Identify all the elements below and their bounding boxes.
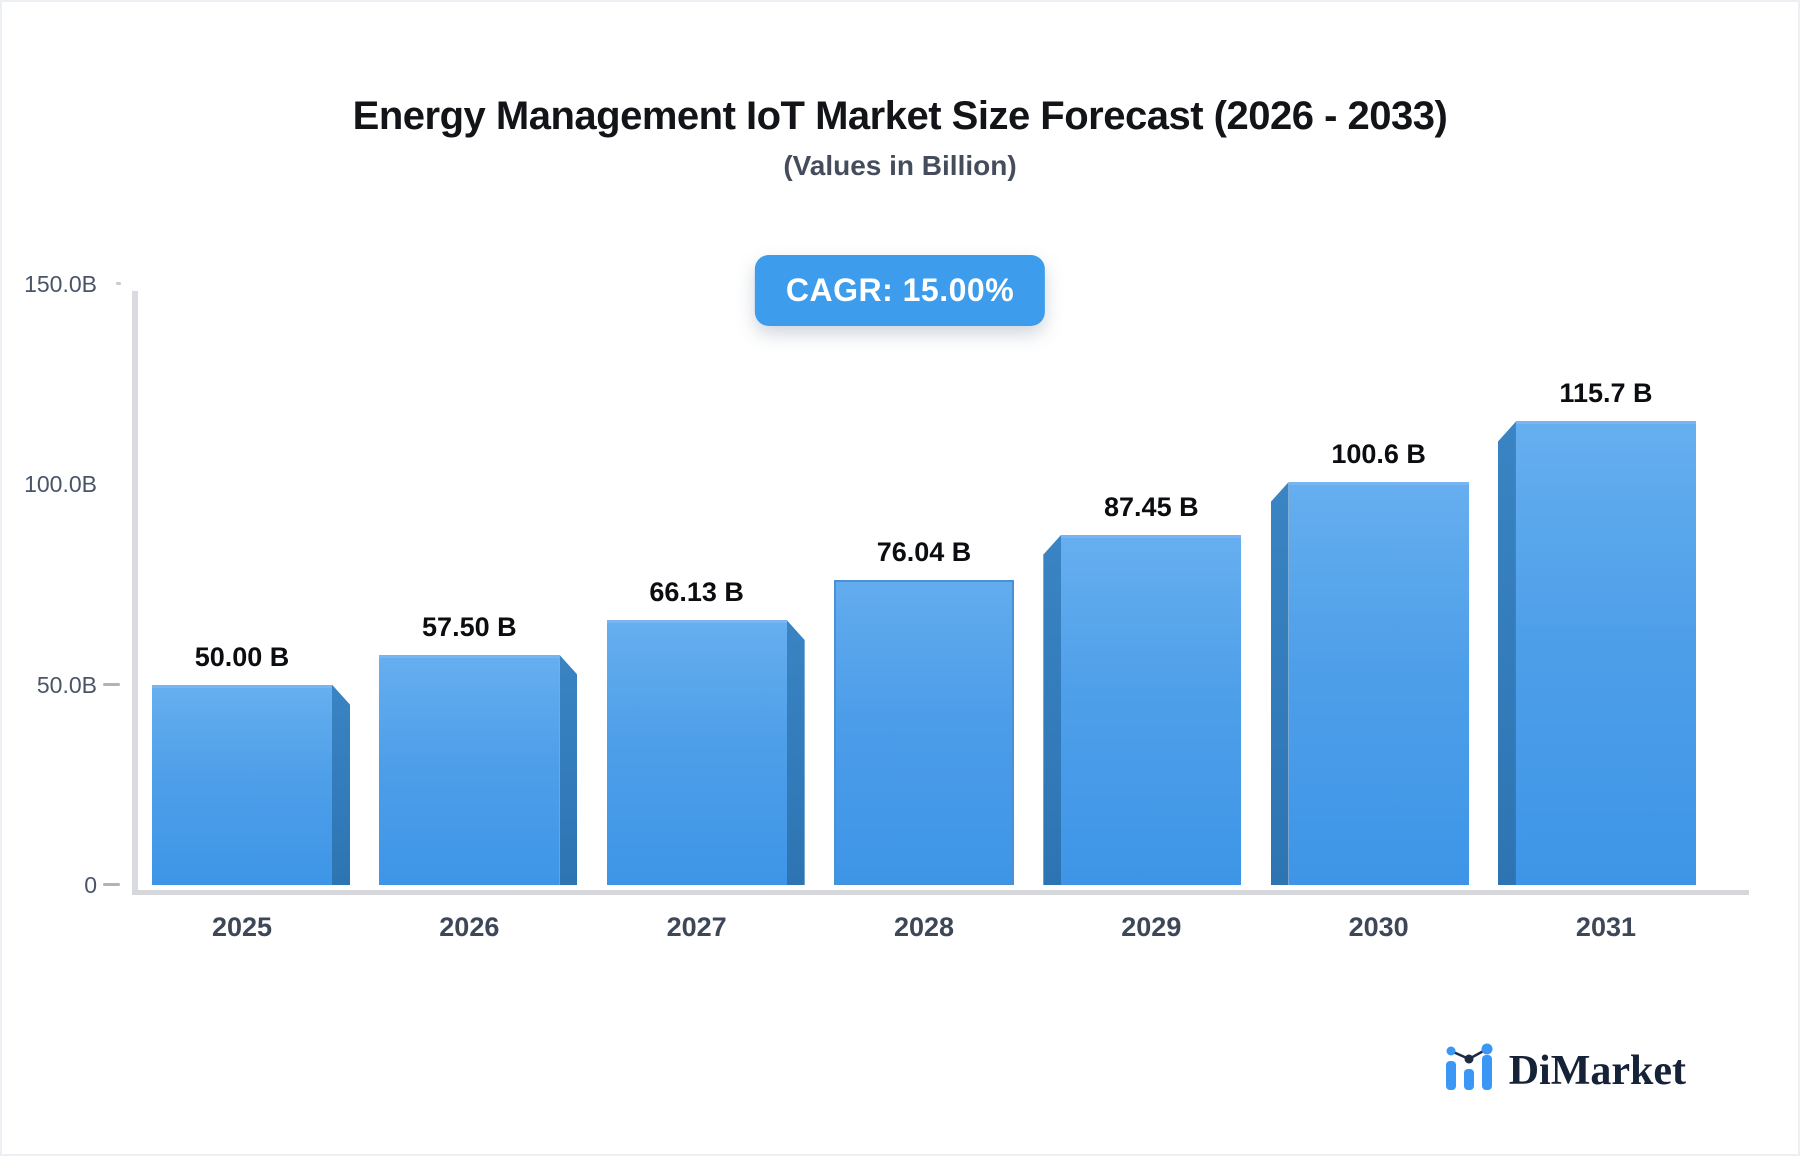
logo-bar-right — [1481, 1055, 1492, 1090]
logo-bar-left — [1445, 1061, 1456, 1090]
bar-group-2031 — [1497, 421, 1696, 885]
x-axis-label: 2026 — [439, 912, 500, 942]
bar-group-2026 — [379, 654, 578, 885]
bar-face — [1515, 421, 1696, 885]
bar-group-2027 — [606, 620, 805, 885]
y-tick-label: 50.0B — [36, 671, 97, 698]
bar-side-3d — [1043, 534, 1062, 885]
bar-side-3d — [1497, 421, 1516, 885]
bar-side-3d — [1270, 481, 1289, 885]
bar-side-3d — [786, 620, 805, 885]
bar-face — [833, 580, 1014, 885]
logo-bar-middle — [1463, 1069, 1474, 1090]
x-axis-label: 2030 — [1348, 912, 1409, 942]
y-tick-mark — [103, 883, 120, 886]
x-axis-label: 2027 — [666, 912, 727, 942]
bar-value-label: 87.45 B — [1104, 491, 1199, 522]
bar-value-label: 57.50 B — [422, 611, 517, 642]
bar-group-2025 — [152, 684, 350, 885]
bar-value-label: 100.6 B — [1331, 438, 1426, 469]
chart-subtitle: (Values in Billion) — [783, 150, 1017, 181]
bar-face — [1288, 481, 1469, 885]
bar-face — [606, 620, 787, 885]
x-axis-line — [132, 890, 1749, 895]
bar-group-2030 — [1270, 481, 1469, 885]
y-axis-line — [132, 291, 138, 895]
bar-face — [379, 654, 560, 885]
x-axis-label: 2029 — [1121, 912, 1182, 942]
bar-face — [152, 684, 332, 885]
bar-group-2029 — [1043, 534, 1242, 885]
logo-text: DiMarket — [1508, 1048, 1686, 1094]
cagr-badge: CAGR: 15.00% — [754, 255, 1046, 326]
bar-value-label: 50.00 B — [194, 641, 290, 672]
logo-bar-chart-icon — [1445, 1043, 1493, 1090]
bar-side-3d — [332, 684, 350, 885]
bar-value-label: 115.7 B — [1559, 378, 1653, 409]
x-axis-label: 2025 — [211, 912, 273, 942]
dimarket-logo: DiMarket — [1443, 1042, 1686, 1092]
y-tick-mark — [116, 282, 121, 285]
logo-dot-middle — [1464, 1054, 1474, 1064]
bar-value-label: 66.13 B — [649, 577, 744, 608]
logo-dot-left — [1446, 1046, 1456, 1056]
bar-face — [1061, 534, 1242, 885]
x-axis-label: 2028 — [893, 912, 955, 942]
x-axis-label: 2031 — [1575, 912, 1636, 942]
bar-value-label: 76.04 B — [876, 537, 972, 568]
bar-group-2028 — [833, 580, 1014, 885]
bar-chart-plot-area: 0 50.0B 100.0B 150.0B 50.00 B 2025 57.50 B 2026… — [24, 271, 1749, 942]
y-tick-label: 0 — [84, 872, 97, 898]
y-tick-mark — [103, 682, 120, 686]
y-tick-label: 100.0B — [24, 471, 97, 498]
bar-side-3d — [559, 654, 578, 885]
y-tick-label: 150.0B — [24, 271, 97, 297]
logo-dot-right — [1481, 1043, 1493, 1055]
chart-title: Energy Management IoT Market Size Foreca… — [352, 94, 1448, 138]
